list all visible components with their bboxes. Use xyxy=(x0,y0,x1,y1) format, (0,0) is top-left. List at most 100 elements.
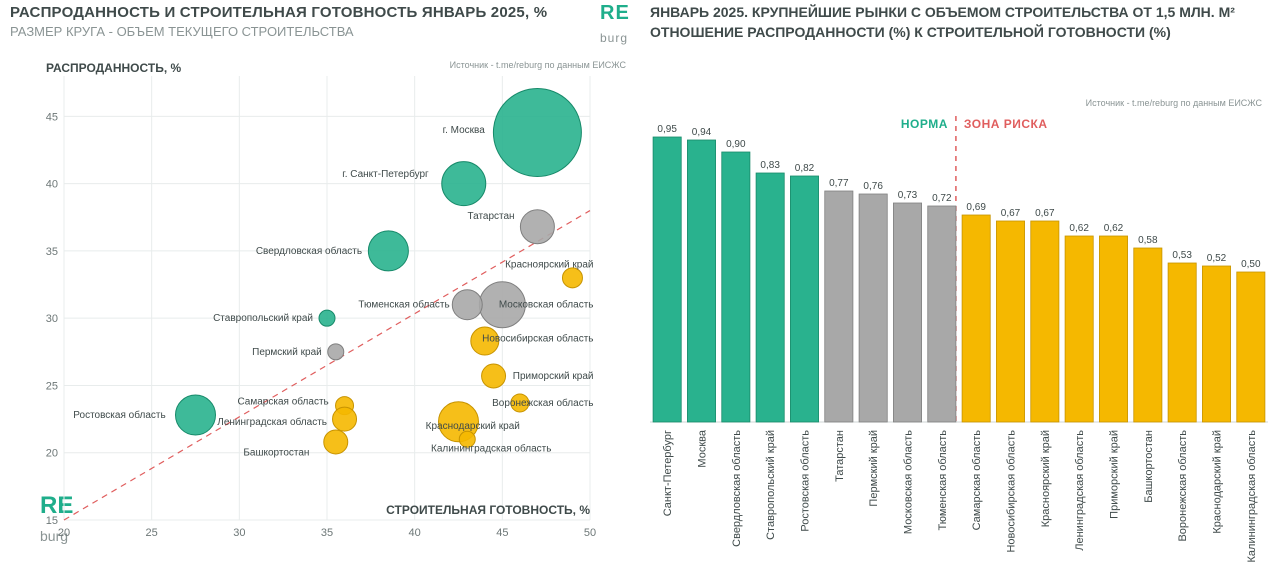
svg-text:РАСПРОДАННОСТЬ, %: РАСПРОДАННОСТЬ, % xyxy=(46,61,182,75)
bar xyxy=(1065,236,1093,422)
bar-category: Башкортостан xyxy=(1143,430,1155,503)
svg-text:25: 25 xyxy=(46,380,58,392)
bar-category: Москва xyxy=(697,429,709,467)
bar xyxy=(859,194,887,422)
bar xyxy=(756,173,784,422)
bubble-label: Приморский край xyxy=(513,371,594,382)
svg-text:30: 30 xyxy=(46,313,58,325)
bubble-label: Башкортостан xyxy=(243,448,309,459)
svg-text:50: 50 xyxy=(584,527,596,539)
logo-burg: burg xyxy=(600,31,628,45)
bubble xyxy=(442,162,486,206)
svg-text:ЗОНА РИСКА: ЗОНА РИСКА xyxy=(964,117,1048,131)
right-title-a: ЯНВАРЬ 2025. КРУПНЕЙШИЕ РЫНКИ С ОБЪЕМОМ … xyxy=(650,4,1235,20)
left-subtitle: РАЗМЕР КРУГА - ОБЪЕМ ТЕКУЩЕГО СТРОИТЕЛЬС… xyxy=(10,24,354,39)
bubble-label: Ростовская область xyxy=(73,409,165,421)
bar-value: 0,82 xyxy=(795,163,815,174)
bar xyxy=(893,203,921,422)
bar xyxy=(1099,236,1127,422)
bubble-label: Свердловская область xyxy=(256,245,362,257)
svg-text:45: 45 xyxy=(46,111,58,123)
left-panel: РАСПРОДАННОСТЬ И СТРОИТЕЛЬНАЯ ГОТОВНОСТЬ… xyxy=(0,0,640,588)
bar-category: Краснодарский край xyxy=(1212,430,1224,534)
bar-value: 0,67 xyxy=(1035,208,1055,219)
svg-text:НОРМА: НОРМА xyxy=(901,117,948,131)
bar-value: 0,94 xyxy=(692,127,712,138)
bar-value: 0,50 xyxy=(1241,259,1261,270)
bar-category: Красноярский край xyxy=(1040,430,1052,527)
left-source: Источник - t.me/reburg по данным ЕИСЖС xyxy=(450,60,626,70)
bar xyxy=(1237,272,1265,422)
bar-category: Пермский край xyxy=(868,430,880,507)
bar xyxy=(962,215,990,422)
svg-text:СТРОИТЕЛЬНАЯ ГОТОВНОСТЬ, %: СТРОИТЕЛЬНАЯ ГОТОВНОСТЬ, % xyxy=(386,503,590,517)
svg-text:30: 30 xyxy=(233,527,245,539)
bar xyxy=(653,137,681,422)
bubble-label: Пермский край xyxy=(252,347,322,358)
bar-value: 0,53 xyxy=(1172,250,1192,261)
bar-category: Ростовская область xyxy=(800,430,812,532)
bar-value: 0,52 xyxy=(1207,253,1227,264)
bar-value: 0,77 xyxy=(829,178,849,189)
right-source: Источник - t.me/reburg по данным ЕИСЖС xyxy=(1086,98,1262,108)
bar-value: 0,95 xyxy=(657,124,677,135)
bar-value: 0,58 xyxy=(1138,235,1158,246)
bar xyxy=(1202,266,1230,422)
bubble-label: Калининградская область xyxy=(431,443,551,455)
bar xyxy=(825,191,853,422)
bar-category: Самарская область xyxy=(971,430,983,531)
bar-value: 0,62 xyxy=(1104,223,1124,234)
bubble xyxy=(319,310,335,326)
bar-chart: НОРМА ЗОНА РИСКА 0,95 Санкт-Петербург 0,94 Мо… xyxy=(644,112,1276,572)
scatter-chart: 2025303540455015202530354045г. Москваг. … xyxy=(40,76,600,556)
bar xyxy=(790,176,818,422)
logo-re: RE xyxy=(600,2,630,24)
bar-category: Воронежская область xyxy=(1177,430,1189,542)
right-panel: ЯНВАРЬ 2025. КРУПНЕЙШИЕ РЫНКИ С ОБЪЕМОМ … xyxy=(640,0,1280,588)
bar xyxy=(1134,248,1162,422)
svg-text:35: 35 xyxy=(321,527,333,539)
bar xyxy=(687,140,715,422)
bar-value: 0,72 xyxy=(932,193,952,204)
bubble xyxy=(482,364,506,388)
bubble-label: Самарская область xyxy=(237,396,328,408)
bubble-label: Ленинградская область xyxy=(217,416,327,428)
bar-category: Московская область xyxy=(903,430,915,534)
bar-category: Татарстан xyxy=(834,430,846,482)
svg-text:15: 15 xyxy=(46,515,58,527)
bubble-label: Ставропольский край xyxy=(213,313,313,324)
bubble xyxy=(452,290,482,320)
svg-text:40: 40 xyxy=(409,527,421,539)
bubble xyxy=(328,344,344,360)
bar-category: Ставропольский край xyxy=(765,430,777,540)
bar xyxy=(1168,263,1196,422)
svg-text:25: 25 xyxy=(146,527,158,539)
bubble xyxy=(176,395,216,435)
bar-category: Новосибирская область xyxy=(1006,430,1018,553)
svg-text:45: 45 xyxy=(496,527,508,539)
bubble xyxy=(368,231,408,271)
bar-value: 0,73 xyxy=(898,190,918,201)
bar-category: Приморский край xyxy=(1109,430,1121,519)
bar-category: Ленинградская область xyxy=(1074,430,1086,551)
bar-category: Калининградская область xyxy=(1246,430,1258,563)
bubble-label: Московская область xyxy=(499,299,594,311)
bar xyxy=(928,206,956,422)
bubble xyxy=(333,407,357,431)
bubble-label: Красноярский край xyxy=(505,259,593,270)
bar-category: Свердловская область xyxy=(731,430,743,547)
bar-value: 0,69 xyxy=(966,202,986,213)
bubble-label: Краснодарский край xyxy=(426,421,520,432)
bubble xyxy=(520,210,554,244)
bar xyxy=(996,221,1024,422)
svg-text:20: 20 xyxy=(46,448,58,460)
bar-value: 0,90 xyxy=(726,139,746,150)
bar-value: 0,83 xyxy=(760,160,780,171)
bubble-label: г. Санкт-Петербург xyxy=(342,168,429,180)
svg-text:35: 35 xyxy=(46,246,58,258)
bar-value: 0,76 xyxy=(863,181,883,192)
bar-category: Санкт-Петербург xyxy=(662,430,674,516)
bar xyxy=(1031,221,1059,422)
bubble xyxy=(324,430,348,454)
svg-text:40: 40 xyxy=(46,179,58,191)
